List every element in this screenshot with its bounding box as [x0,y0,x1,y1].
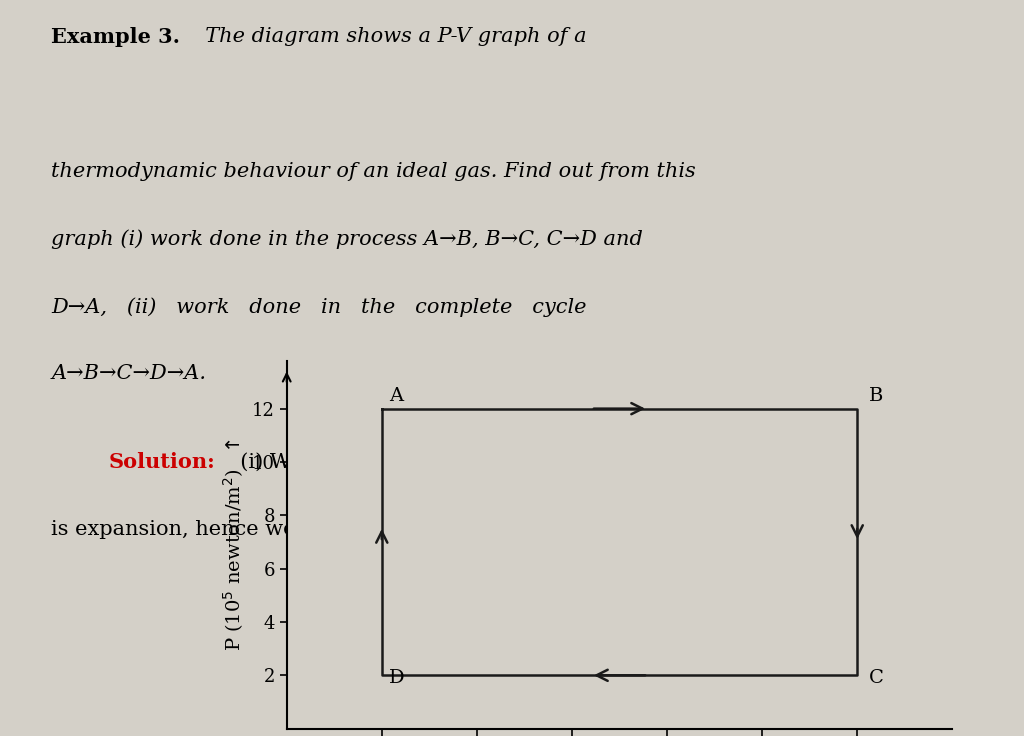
Y-axis label: P (10$^5$ newton/m$^2$)  $\uparrow$: P (10$^5$ newton/m$^2$) $\uparrow$ [221,438,247,651]
Text: D: D [389,669,406,687]
Text: (i) Work done in the process A → B (the process: (i) Work done in the process A → B (the … [227,452,745,472]
Text: B: B [868,386,883,405]
Text: A→B→C→D→A.: A→B→C→D→A. [51,364,206,383]
Text: is expansion, hence work is done by the gas): is expansion, hence work is done by the … [51,520,525,539]
Text: A: A [389,386,403,405]
Text: Example 3.: Example 3. [51,26,180,46]
Text: The diagram shows a P-V graph of a: The diagram shows a P-V graph of a [193,26,587,46]
Text: thermodynamic behaviour of an ideal gas. Find out from this: thermodynamic behaviour of an ideal gas.… [51,162,696,181]
Text: C: C [868,669,884,687]
Text: graph (i) work done in the process A→B, B→C, C→D and: graph (i) work done in the process A→B, … [51,230,643,249]
Text: D→A,   (ii)   work   done   in   the   complete   cycle: D→A, (ii) work done in the complete cycl… [51,297,587,316]
Text: Solution:: Solution: [109,452,215,472]
